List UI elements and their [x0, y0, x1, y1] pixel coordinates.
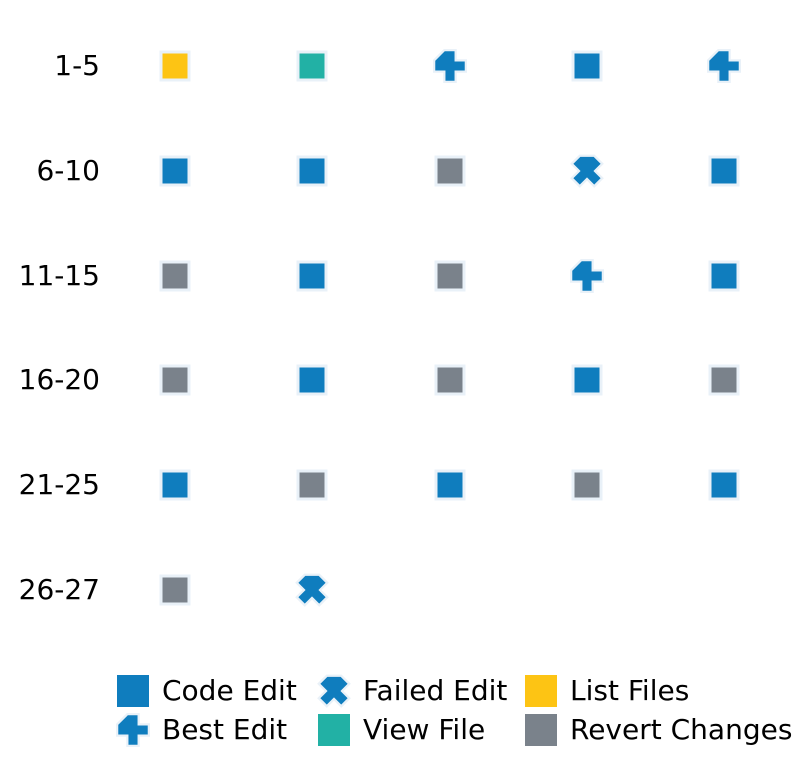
square-marker-revert-changes-icon: [434, 260, 466, 292]
grid-cell-r6-c1: [159, 574, 191, 606]
legend-square-marker-revert-changes-icon: [525, 713, 557, 746]
legend-item-view-file: View File: [317, 713, 524, 747]
legend-swatch-code-edit: [116, 674, 150, 708]
legend-swatch-revert-changes: [524, 713, 558, 747]
grid-cell-r1-c5: [707, 49, 741, 83]
grid-cell-r4-c4: [571, 364, 603, 396]
grid-cell-r2-c5: [708, 155, 740, 187]
grid-cell-r2-c2: [296, 155, 328, 187]
grid-cell-r4-c1: [159, 364, 191, 396]
square-marker-list-files-icon: [159, 50, 191, 82]
grid-cell-r4-c2: [296, 364, 328, 396]
grid-cell-r2-c4: [570, 154, 604, 188]
square-marker-code-edit-icon: [708, 155, 740, 187]
square-marker-revert-changes-icon: [159, 260, 191, 292]
row-label-6-10: 6-10: [36, 154, 100, 187]
plus-marker-best-edit-icon: [433, 49, 467, 83]
square-marker-code-edit-icon: [434, 469, 466, 501]
legend-label-list-files: List Files: [570, 673, 690, 707]
square-marker-code-edit-icon: [159, 469, 191, 501]
grid-cell-r5-c1: [159, 469, 191, 501]
square-marker-revert-changes-icon: [159, 574, 191, 606]
x-marker-failed-edit-icon: [295, 573, 329, 607]
square-marker-code-edit-icon: [159, 155, 191, 187]
grid-cell-r5-c2: [296, 469, 328, 501]
square-marker-code-edit-icon: [708, 260, 740, 292]
row-label-21-25: 21-25: [18, 468, 100, 501]
legend: Code Edit Failed Edit List Files Best Edit V…: [116, 671, 792, 749]
plus-marker-best-edit-icon: [570, 259, 604, 293]
legend-plus-marker-best-edit-icon: [116, 712, 150, 747]
grid-cell-r5-c4: [571, 469, 603, 501]
legend-label-view-file: View File: [363, 712, 486, 746]
grid-cell-r6-c2: [295, 573, 329, 607]
grid-cell-r4-c5: [708, 364, 740, 396]
plus-marker-best-edit-icon: [707, 49, 741, 83]
legend-square-marker-code-edit-icon: [117, 674, 149, 707]
square-marker-code-edit-icon: [571, 364, 603, 396]
square-marker-revert-changes-icon: [708, 364, 740, 396]
row-label-11-15: 11-15: [18, 259, 100, 292]
grid-cell-r4-c3: [434, 364, 466, 396]
square-marker-code-edit-icon: [571, 50, 603, 82]
row-label-26-27: 26-27: [18, 573, 100, 606]
square-marker-revert-changes-icon: [571, 469, 603, 501]
square-marker-revert-changes-icon: [159, 364, 191, 396]
legend-item-failed-edit: Failed Edit: [317, 674, 524, 708]
square-marker-code-edit-icon: [708, 469, 740, 501]
square-marker-code-edit-icon: [296, 364, 328, 396]
legend-label-failed-edit: Failed Edit: [363, 673, 508, 707]
legend-label-revert-changes: Revert Changes: [570, 712, 793, 746]
legend-item-revert-changes: Revert Changes: [524, 713, 792, 747]
grid-cell-r1-c3: [433, 49, 467, 83]
grid-cell-r3-c1: [159, 260, 191, 292]
row-label-1-5: 1-5: [54, 49, 100, 82]
square-marker-code-edit-icon: [296, 155, 328, 187]
grid-cell-r3-c5: [708, 260, 740, 292]
square-marker-view-file-icon: [296, 50, 328, 82]
grid-cell-r3-c4: [570, 259, 604, 293]
legend-item-list-files: List Files: [524, 674, 792, 708]
square-marker-revert-changes-icon: [296, 469, 328, 501]
grid-cell-r1-c4: [571, 50, 603, 82]
grid-cell-r3-c2: [296, 260, 328, 292]
legend-square-marker-list-files-icon: [525, 674, 557, 707]
legend-swatch-best-edit: [116, 712, 150, 747]
square-marker-revert-changes-icon: [434, 155, 466, 187]
legend-swatch-view-file: [317, 713, 351, 747]
legend-square-marker-view-file-icon: [318, 713, 350, 746]
grid-cell-r3-c3: [434, 260, 466, 292]
row-label-16-20: 16-20: [18, 363, 100, 396]
legend-swatch-list-files: [524, 674, 558, 708]
grid-cell-r1-c1: [159, 50, 191, 82]
grid-cell-r1-c2: [296, 50, 328, 82]
legend-label-code-edit: Code Edit: [162, 673, 297, 707]
square-marker-code-edit-icon: [296, 260, 328, 292]
legend-x-marker-failed-edit-icon: [317, 674, 351, 708]
grid-cell-r5-c3: [434, 469, 466, 501]
legend-swatch-failed-edit: [317, 674, 351, 708]
grid-cell-r2-c3: [434, 155, 466, 187]
square-marker-revert-changes-icon: [434, 364, 466, 396]
legend-label-best-edit: Best Edit: [162, 712, 288, 746]
legend-item-code-edit: Code Edit: [116, 674, 317, 708]
grid-cell-r2-c1: [159, 155, 191, 187]
grid-cell-r5-c5: [708, 469, 740, 501]
legend-item-best-edit: Best Edit: [116, 712, 317, 747]
x-marker-failed-edit-icon: [570, 154, 604, 188]
